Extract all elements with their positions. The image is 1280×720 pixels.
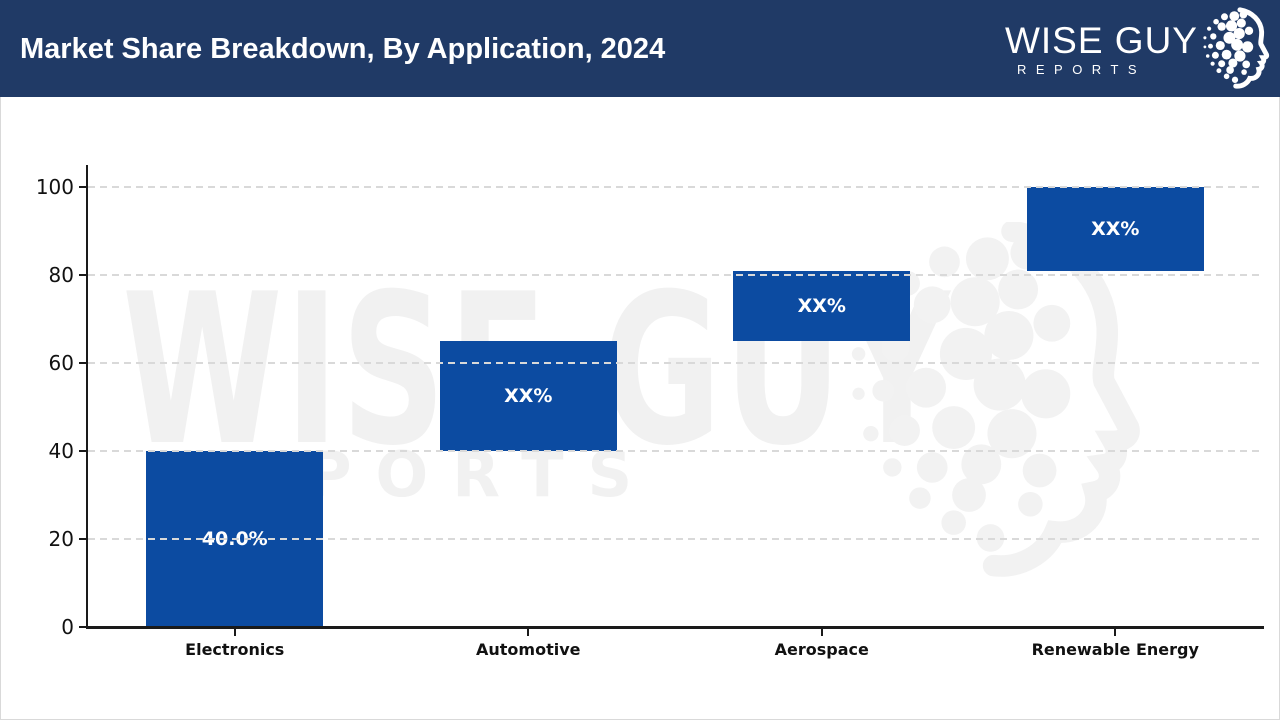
bar-renewable-energy: XX% [1026, 187, 1204, 271]
x-axis-line [86, 626, 1264, 629]
y-tick-60 [79, 362, 86, 364]
y-tick-label-60: 60 [48, 351, 74, 375]
y-tick-0 [79, 626, 86, 628]
x-category-label-electronics: Electronics [185, 640, 285, 659]
chart-title: Market Share Breakdown, By Application, … [20, 33, 666, 65]
y-axis-line [86, 165, 88, 629]
bar-automotive: XX% [439, 341, 617, 451]
gridline-60 [88, 362, 1262, 364]
gridline-80 [88, 274, 1262, 276]
x-tick-automotive [527, 629, 530, 636]
gridline-100 [88, 186, 1262, 188]
logo-head-icon [1200, 7, 1270, 91]
y-tick-label-40: 40 [48, 439, 74, 463]
gridline-40 [88, 450, 1262, 452]
x-tick-aerospace [820, 629, 823, 636]
y-tick-40 [79, 450, 86, 452]
x-category-label-automotive: Automotive [476, 640, 581, 659]
x-category-label-renewable-energy: Renewable Energy [1031, 640, 1199, 659]
wiseguy-logo: WISE GUY REPORTS [1005, 22, 1198, 77]
y-tick-label-0: 0 [61, 615, 74, 639]
y-tick-label-20: 20 [48, 527, 74, 551]
bar-value-label-renewable-energy: XX% [1091, 217, 1140, 240]
y-tick-label-100: 100 [35, 175, 74, 199]
x-category-label-aerospace: Aerospace [774, 640, 869, 659]
y-tick-80 [79, 274, 86, 276]
x-tick-electronics [233, 629, 236, 636]
x-tick-renewable-energy [1114, 629, 1117, 636]
bar-aerospace: XX% [733, 270, 911, 341]
gridline-20 [88, 538, 1262, 540]
y-tick-100 [79, 186, 86, 188]
y-tick-label-80: 80 [48, 263, 74, 287]
logo-wordmark: WISE GUY [1004, 20, 1198, 61]
bar-value-label-aerospace: XX% [797, 294, 846, 317]
bar-value-label-automotive: XX% [504, 385, 553, 407]
header-bar: Market Share Breakdown, By Application, … [0, 0, 1280, 97]
y-tick-20 [79, 538, 86, 540]
logo-subtitle: REPORTS [1016, 62, 1147, 77]
